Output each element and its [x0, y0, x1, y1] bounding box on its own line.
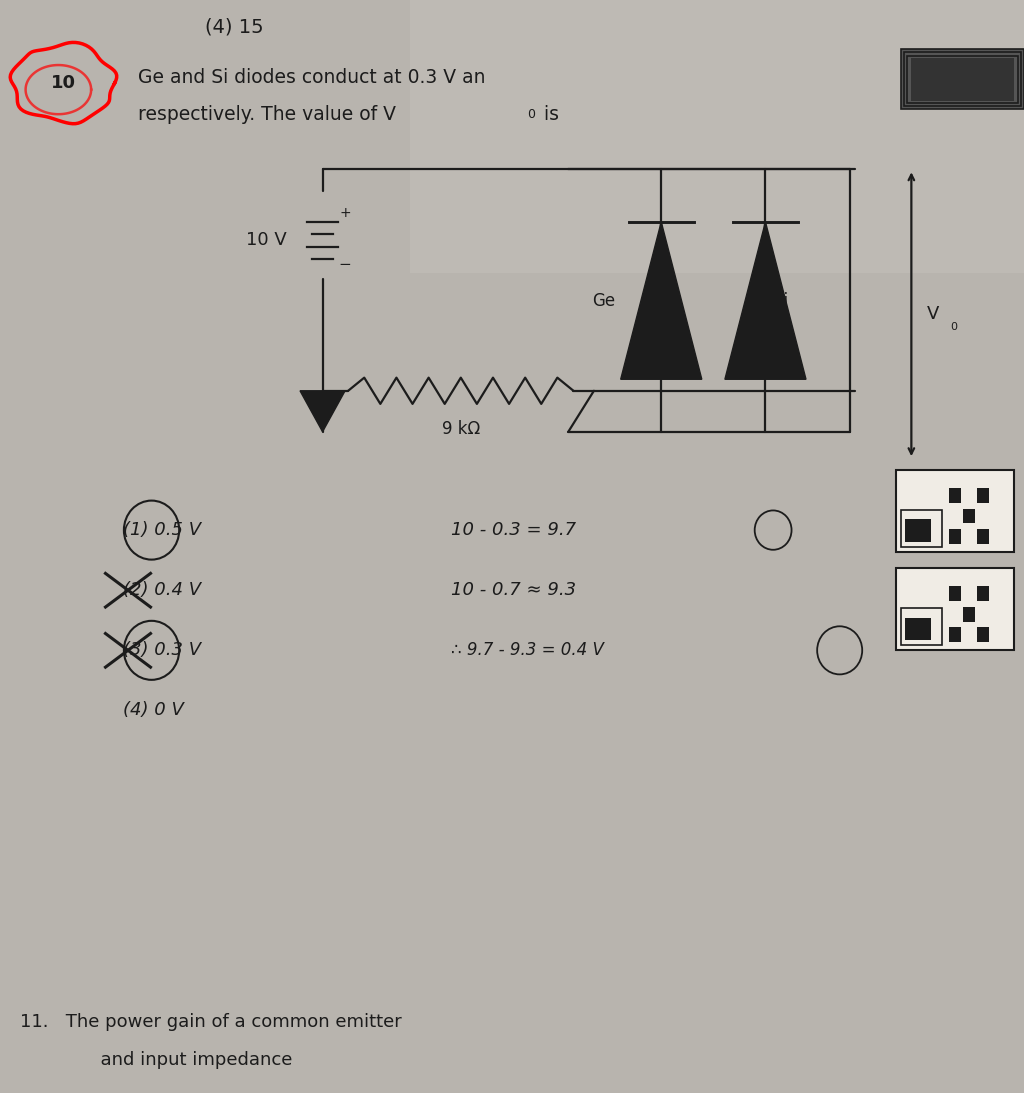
Bar [901, 509, 942, 546]
Text: V: V [927, 305, 939, 324]
Bar [977, 627, 989, 642]
Bar [964, 607, 975, 622]
Bar [901, 49, 1024, 109]
Polygon shape [300, 391, 345, 432]
Text: (4) 15: (4) 15 [205, 17, 263, 37]
Bar [905, 519, 931, 542]
Bar [977, 489, 989, 503]
Text: 10: 10 [51, 74, 76, 92]
Text: 0: 0 [527, 108, 536, 121]
Text: ∴ 9.7 - 9.3 = 0.4 V: ∴ 9.7 - 9.3 = 0.4 V [451, 642, 603, 659]
Text: 10 - 0.3 = 9.7: 10 - 0.3 = 9.7 [451, 521, 575, 539]
Text: is: is [538, 105, 559, 125]
Text: Ge: Ge [592, 292, 615, 309]
Text: Si: Si [774, 292, 788, 309]
Bar [911, 58, 1014, 101]
Text: 9 kΩ: 9 kΩ [441, 420, 480, 438]
Bar [964, 508, 975, 524]
Bar [949, 627, 961, 642]
Polygon shape [725, 222, 806, 379]
Bar [949, 489, 961, 503]
Polygon shape [621, 222, 701, 379]
Text: and input impedance: and input impedance [20, 1051, 293, 1069]
Text: (4) 0 V: (4) 0 V [123, 702, 183, 719]
Bar [907, 56, 1018, 103]
Bar [901, 608, 942, 645]
Text: Ge and Si diodes conduct at 0.3 V an: Ge and Si diodes conduct at 0.3 V an [138, 68, 485, 87]
Bar [896, 470, 1014, 552]
Text: 10 V: 10 V [246, 232, 287, 249]
Bar [410, 0, 1024, 273]
Text: (3) 0.3 V: (3) 0.3 V [123, 642, 201, 659]
Bar [977, 529, 989, 544]
Bar [949, 529, 961, 544]
Bar [905, 618, 931, 640]
Text: +: + [339, 207, 351, 220]
Bar [896, 568, 1014, 650]
Text: (1) 0.5 V: (1) 0.5 V [123, 521, 201, 539]
Bar [949, 586, 961, 601]
Text: 10 - 0.7 ≈ 9.3: 10 - 0.7 ≈ 9.3 [451, 581, 575, 599]
Text: 0: 0 [950, 322, 957, 332]
Bar [904, 52, 1021, 106]
Text: (2) 0.4 V: (2) 0.4 V [123, 581, 201, 599]
Text: 11.   The power gain of a common emitter: 11. The power gain of a common emitter [20, 1013, 402, 1031]
Text: respectively. The value of V: respectively. The value of V [138, 105, 396, 125]
Text: −: − [339, 257, 351, 272]
Bar [977, 586, 989, 601]
